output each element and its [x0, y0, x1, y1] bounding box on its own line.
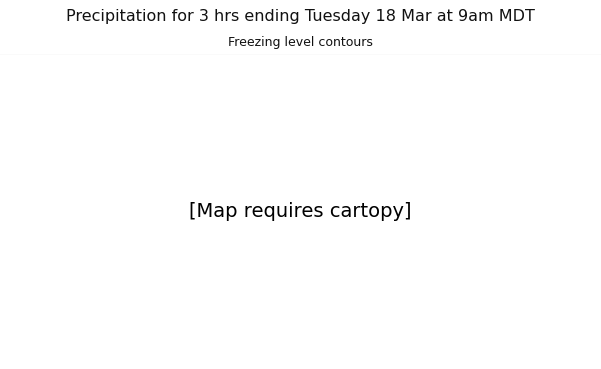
Text: [Map requires cartopy]: [Map requires cartopy]: [189, 202, 412, 221]
Text: Freezing level contours: Freezing level contours: [228, 36, 373, 49]
Text: Precipitation for 3 hrs ending Tuesday 18 Mar at 9am MDT: Precipitation for 3 hrs ending Tuesday 1…: [66, 9, 535, 24]
